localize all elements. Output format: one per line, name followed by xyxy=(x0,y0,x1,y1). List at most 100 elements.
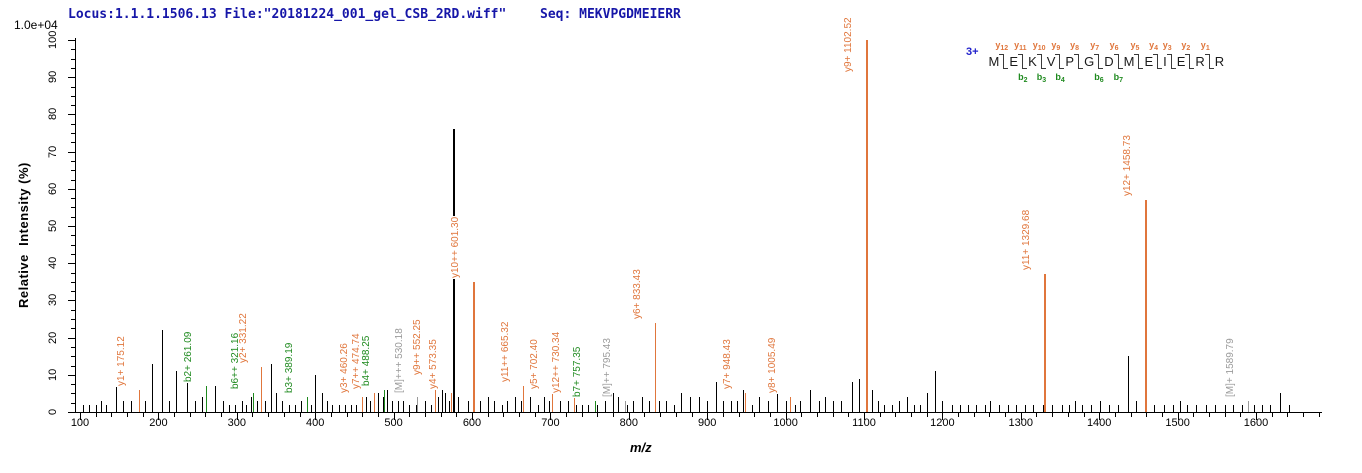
peak xyxy=(123,400,125,412)
peak xyxy=(250,397,252,412)
peak xyxy=(1118,404,1119,412)
x-tick xyxy=(707,413,709,420)
x-tick-label: 700 xyxy=(541,417,560,429)
peak-ion-label: y6+ 833.43 xyxy=(632,267,643,320)
y-tick xyxy=(71,319,75,320)
y-tick xyxy=(71,235,75,237)
peak xyxy=(105,404,107,412)
x-tick xyxy=(958,413,960,417)
peak xyxy=(448,400,450,412)
peak xyxy=(468,400,470,412)
labeled-peak xyxy=(625,400,627,412)
peak xyxy=(310,404,312,412)
intensity-scale-note: 1.0e+04 xyxy=(14,18,58,32)
peak-ion-label: y5+ 702.40 xyxy=(529,338,541,391)
peak xyxy=(1042,404,1044,412)
peak xyxy=(235,404,237,412)
peak xyxy=(222,400,224,412)
y-tick xyxy=(68,263,75,265)
peak xyxy=(1016,404,1018,412)
x-tick xyxy=(1208,413,1210,417)
x-tick-label: 1100 xyxy=(852,417,876,429)
peak xyxy=(632,400,634,412)
peak xyxy=(1180,400,1181,412)
peak xyxy=(1270,404,1272,412)
peak xyxy=(257,400,259,412)
fragment-divider: y10 b3 xyxy=(1033,40,1046,84)
y-ion-marker: y4 xyxy=(1149,39,1159,52)
x-tick-label: 600 xyxy=(462,417,482,429)
peak xyxy=(799,400,801,412)
y-tick xyxy=(71,384,75,386)
x-tick xyxy=(1067,413,1069,417)
x-tick xyxy=(1256,413,1257,420)
peak xyxy=(926,393,928,412)
x-tick-label: 1500 xyxy=(1165,417,1190,429)
y-tick xyxy=(71,95,75,97)
residue: R xyxy=(1214,53,1225,69)
peak xyxy=(699,397,701,412)
fragment-divider: y8 xyxy=(1070,40,1084,69)
x-tick xyxy=(1130,413,1132,417)
peak xyxy=(370,400,372,412)
peak xyxy=(681,393,683,412)
labeled-peak xyxy=(206,385,208,412)
peak xyxy=(89,404,91,412)
labeled-peak xyxy=(1248,400,1249,412)
peak xyxy=(605,400,607,412)
peak xyxy=(392,400,393,412)
x-tick xyxy=(1318,413,1320,417)
x-tick xyxy=(95,413,97,417)
peak xyxy=(942,400,944,412)
fragment-divider: y5 xyxy=(1130,40,1144,69)
peak-ion-label: [M]+ 1589.79 xyxy=(1224,337,1236,398)
x-tick xyxy=(440,413,442,417)
x-tick xyxy=(252,413,254,417)
x-tick xyxy=(973,413,975,417)
peak xyxy=(366,397,368,412)
x-tick xyxy=(1114,413,1116,417)
peak xyxy=(884,404,886,412)
b-ion-marker: b3 xyxy=(1036,71,1047,84)
y-tick xyxy=(71,393,75,395)
x-axis-line xyxy=(75,412,1322,413)
y-tick-label: 80 xyxy=(47,108,59,121)
labeled-peak xyxy=(434,378,436,412)
peak xyxy=(387,389,389,412)
y-tick-label: 10 xyxy=(47,368,59,381)
x-tick xyxy=(346,413,348,417)
x-tick-label: 1600 xyxy=(1243,417,1269,429)
residue: E xyxy=(1144,53,1154,69)
x-tick xyxy=(174,413,176,417)
peak-ion-label: y12++ 730.34 xyxy=(551,330,563,395)
peak xyxy=(907,397,909,412)
y-tick-label: 70 xyxy=(47,145,59,158)
x-tick xyxy=(283,413,285,417)
peak xyxy=(722,400,724,412)
peak xyxy=(403,400,404,412)
peak xyxy=(959,404,961,412)
x-tick xyxy=(864,413,865,420)
peak xyxy=(559,400,561,412)
peak xyxy=(338,404,340,412)
fragment-divider: y1 xyxy=(1201,40,1214,69)
peak xyxy=(425,400,426,412)
peak xyxy=(276,393,277,412)
peak xyxy=(246,404,248,412)
peak xyxy=(998,404,1000,412)
peak xyxy=(271,363,273,412)
peak xyxy=(768,400,770,412)
x-tick xyxy=(848,413,850,417)
y-tick xyxy=(68,188,75,190)
x-tick xyxy=(205,413,207,417)
x-tick xyxy=(377,413,379,417)
peak xyxy=(1100,400,1101,412)
peak xyxy=(597,404,599,412)
labeled-peak xyxy=(523,385,525,412)
x-tick xyxy=(628,413,630,420)
peak xyxy=(431,404,433,412)
x-tick xyxy=(754,413,756,417)
peak-ion-label: y4+ 573.35 xyxy=(428,338,440,391)
x-tick xyxy=(816,413,818,417)
